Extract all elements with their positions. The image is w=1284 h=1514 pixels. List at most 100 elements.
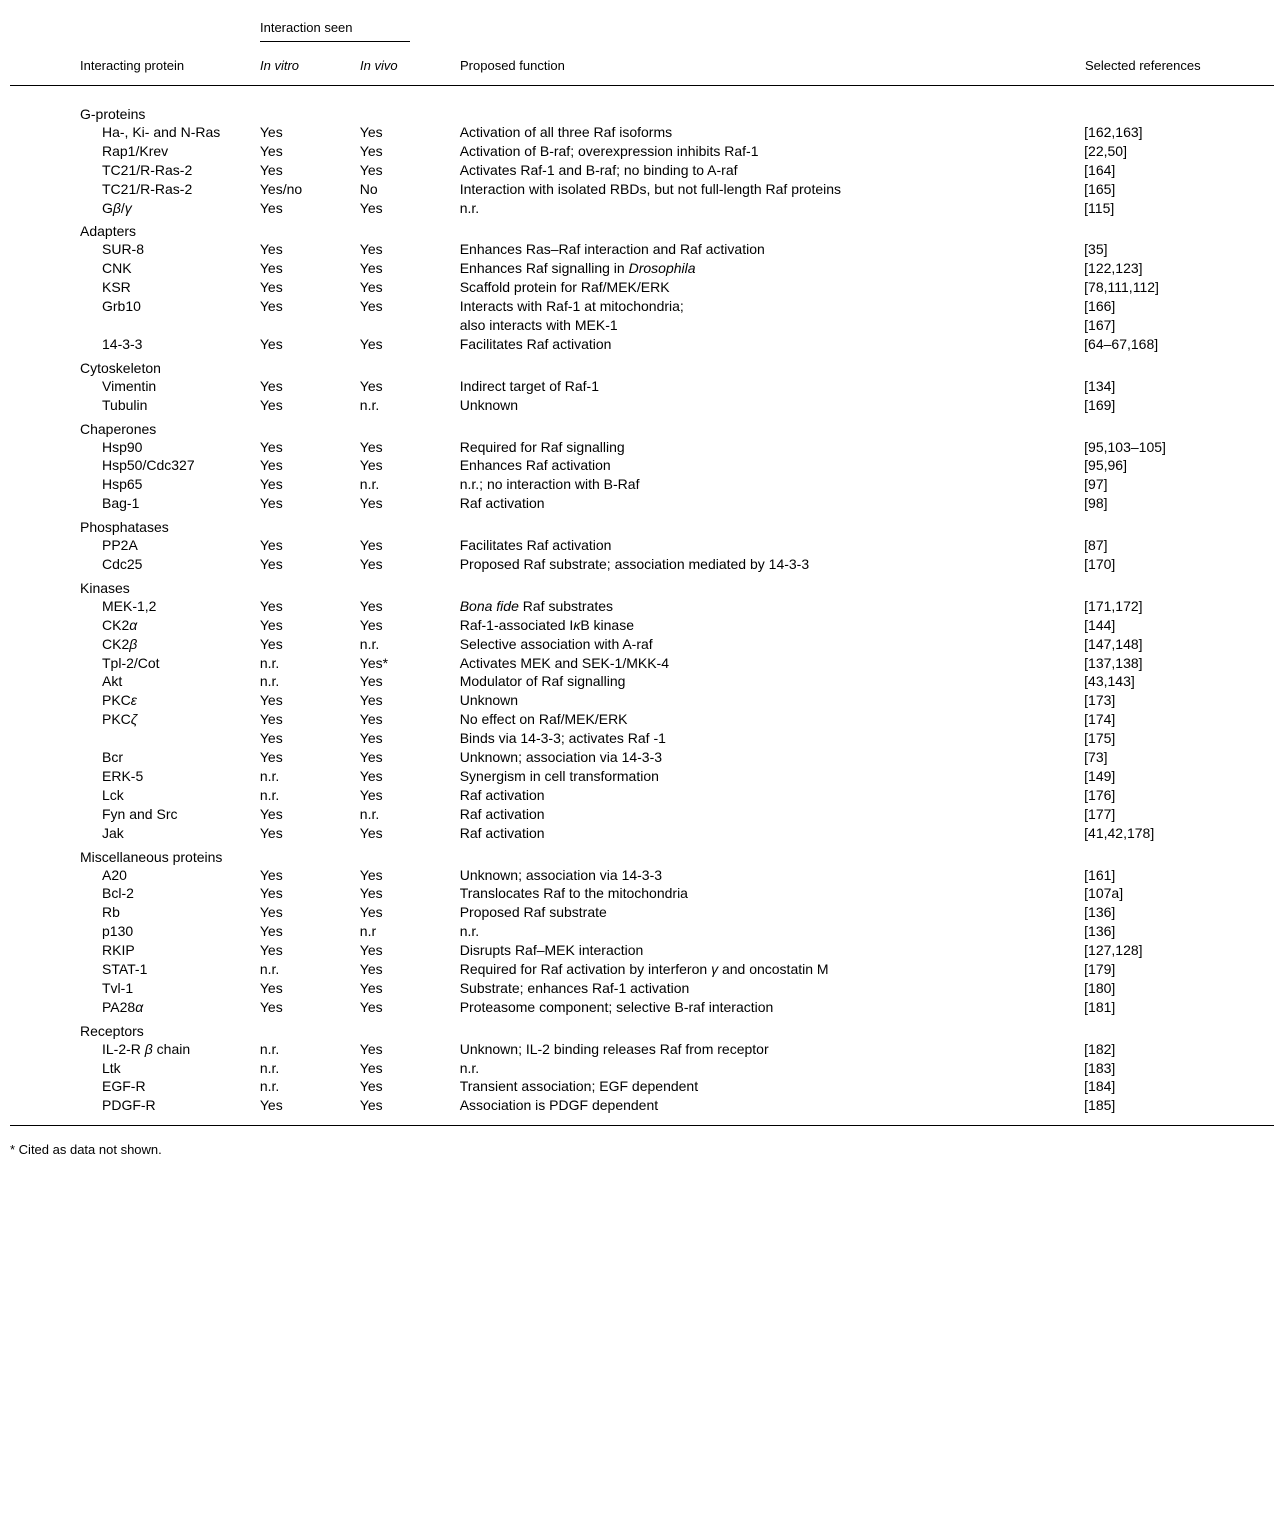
cell-protein: IL-2-R β chain [10,1040,260,1059]
cell-refs: [41,42,178] [1084,824,1274,843]
cell-refs: [144] [1084,616,1274,635]
cell-protein: Jak [10,824,260,843]
table-row: Bcl-2YesYesTranslocates Raf to the mitoc… [10,884,1274,903]
cell-protein: PP2A [10,536,260,555]
cell-in-vivo: n.r. [360,805,460,824]
cell-in-vivo: Yes [360,240,460,259]
cell-refs: [87] [1084,536,1274,555]
table-row: Rap1/KrevYesYesActivation of B-raf; over… [10,142,1274,161]
cell-function: also interacts with MEK-1 [460,316,1084,335]
cell-in-vivo: Yes [360,123,460,142]
cell-protein: STAT-1 [10,960,260,979]
cell-refs: [179] [1084,960,1274,979]
cell-in-vitro: Yes [260,259,360,278]
cell-protein: Bag-1 [10,494,260,513]
cell-in-vivo: Yes [360,199,460,218]
cell-refs: [180] [1084,979,1274,998]
cell-refs: [173] [1084,691,1274,710]
table-row: TubulinYesn.r.Unknown[169] [10,396,1274,415]
cell-in-vivo [360,316,460,335]
cell-in-vivo: Yes [360,335,460,354]
cell-in-vivo: n.r. [360,396,460,415]
group-heading: Phosphatases [10,513,1274,536]
cell-protein [10,316,260,335]
cell-function: Translocates Raf to the mitochondria [460,884,1084,903]
table-row: p130Yesn.rn.r.[136] [10,922,1274,941]
cell-in-vivo: Yes [360,710,460,729]
cell-function: Activates Raf-1 and B-raf; no binding to… [460,161,1084,180]
group-heading: Chaperones [10,415,1274,438]
cell-protein: TC21/R-Ras-2 [10,161,260,180]
cell-in-vivo: Yes [360,259,460,278]
cell-protein: Hsp50/Cdc327 [10,456,260,475]
interaction-seen-rule [260,41,410,42]
cell-in-vivo: Yes [360,866,460,885]
cell-refs: [162,163] [1084,123,1274,142]
cell-function: Interaction with isolated RBDs, but not … [460,180,1084,199]
cell-refs: [22,50] [1084,142,1274,161]
cell-in-vivo: Yes [360,884,460,903]
cell-refs: [183] [1084,1059,1274,1078]
cell-in-vivo: Yes [360,377,460,396]
cell-in-vitro: Yes [260,240,360,259]
cell-in-vitro: Yes [260,297,360,316]
cell-function: Substrate; enhances Raf-1 activation [460,979,1084,998]
cell-in-vivo: Yes* [360,654,460,673]
cell-function: n.r. [460,199,1084,218]
cell-protein: Hsp65 [10,475,260,494]
cell-in-vitro: Yes [260,941,360,960]
cell-refs: [136] [1084,922,1274,941]
cell-in-vitro: Yes [260,729,360,748]
cell-refs: [184] [1084,1077,1274,1096]
table-body: G-proteinsHa-, Ki- and N-RasYesYesActiva… [10,100,1274,1115]
cell-in-vitro: Yes [260,691,360,710]
table-row: KSRYesYesScaffold protein for Raf/MEK/ER… [10,278,1274,297]
cell-in-vitro: Yes [260,998,360,1017]
col-header-function: Proposed function [460,58,1085,73]
table-row: MEK-1,2YesYesBona fide Raf substrates[17… [10,597,1274,616]
cell-refs: [137,138] [1084,654,1274,673]
cell-function: Activates MEK and SEK-1/MKK-4 [460,654,1084,673]
group-heading: Adapters [10,217,1274,240]
cell-protein: Gβ/γ [10,199,260,218]
cell-in-vivo: Yes [360,536,460,555]
table-header: Interaction seen Interacting protein In … [10,20,1274,81]
cell-in-vivo: Yes [360,1096,460,1115]
table-row: STAT-1n.r.YesRequired for Raf activation… [10,960,1274,979]
cell-function: Activation of all three Raf isoforms [460,123,1084,142]
table-row: A20YesYesUnknown; association via 14-3-3… [10,866,1274,885]
table-row: CK2βYesn.r.Selective association with A-… [10,635,1274,654]
header-rule [10,85,1274,86]
cell-function: Proposed Raf substrate; association medi… [460,555,1084,574]
cell-protein: PDGF-R [10,1096,260,1115]
cell-protein: Hsp90 [10,438,260,457]
cell-refs: [107a] [1084,884,1274,903]
cell-function: Bona fide Raf substrates [460,597,1084,616]
cell-protein: Rap1/Krev [10,142,260,161]
cell-in-vitro: Yes [260,635,360,654]
cell-in-vivo: Yes [360,960,460,979]
table-row: CK2αYesYesRaf-1-associated IκB kinase[14… [10,616,1274,635]
cell-in-vivo: Yes [360,979,460,998]
cell-in-vitro: Yes [260,597,360,616]
cell-in-vitro: Yes [260,748,360,767]
cell-in-vitro: Yes [260,456,360,475]
cell-in-vivo: Yes [360,597,460,616]
cell-refs: [127,128] [1084,941,1274,960]
table-row: PKCζYesYesNo effect on Raf/MEK/ERK[174] [10,710,1274,729]
cell-protein: MEK-1,2 [10,597,260,616]
cell-function: Unknown; association via 14-3-3 [460,748,1084,767]
cell-function: Required for Raf activation by interfero… [460,960,1084,979]
cell-refs: [43,143] [1084,672,1274,691]
cell-in-vitro: Yes [260,710,360,729]
cell-refs: [35] [1084,240,1274,259]
cell-in-vivo: n.r [360,922,460,941]
cell-function: Transient association; EGF dependent [460,1077,1084,1096]
cell-in-vitro: Yes [260,979,360,998]
cell-refs: [136] [1084,903,1274,922]
cell-protein: RKIP [10,941,260,960]
cell-function: Facilitates Raf activation [460,335,1084,354]
table-row: ERK-5n.r.YesSynergism in cell transforma… [10,767,1274,786]
cell-protein: Grb10 [10,297,260,316]
cell-in-vitro: Yes [260,824,360,843]
